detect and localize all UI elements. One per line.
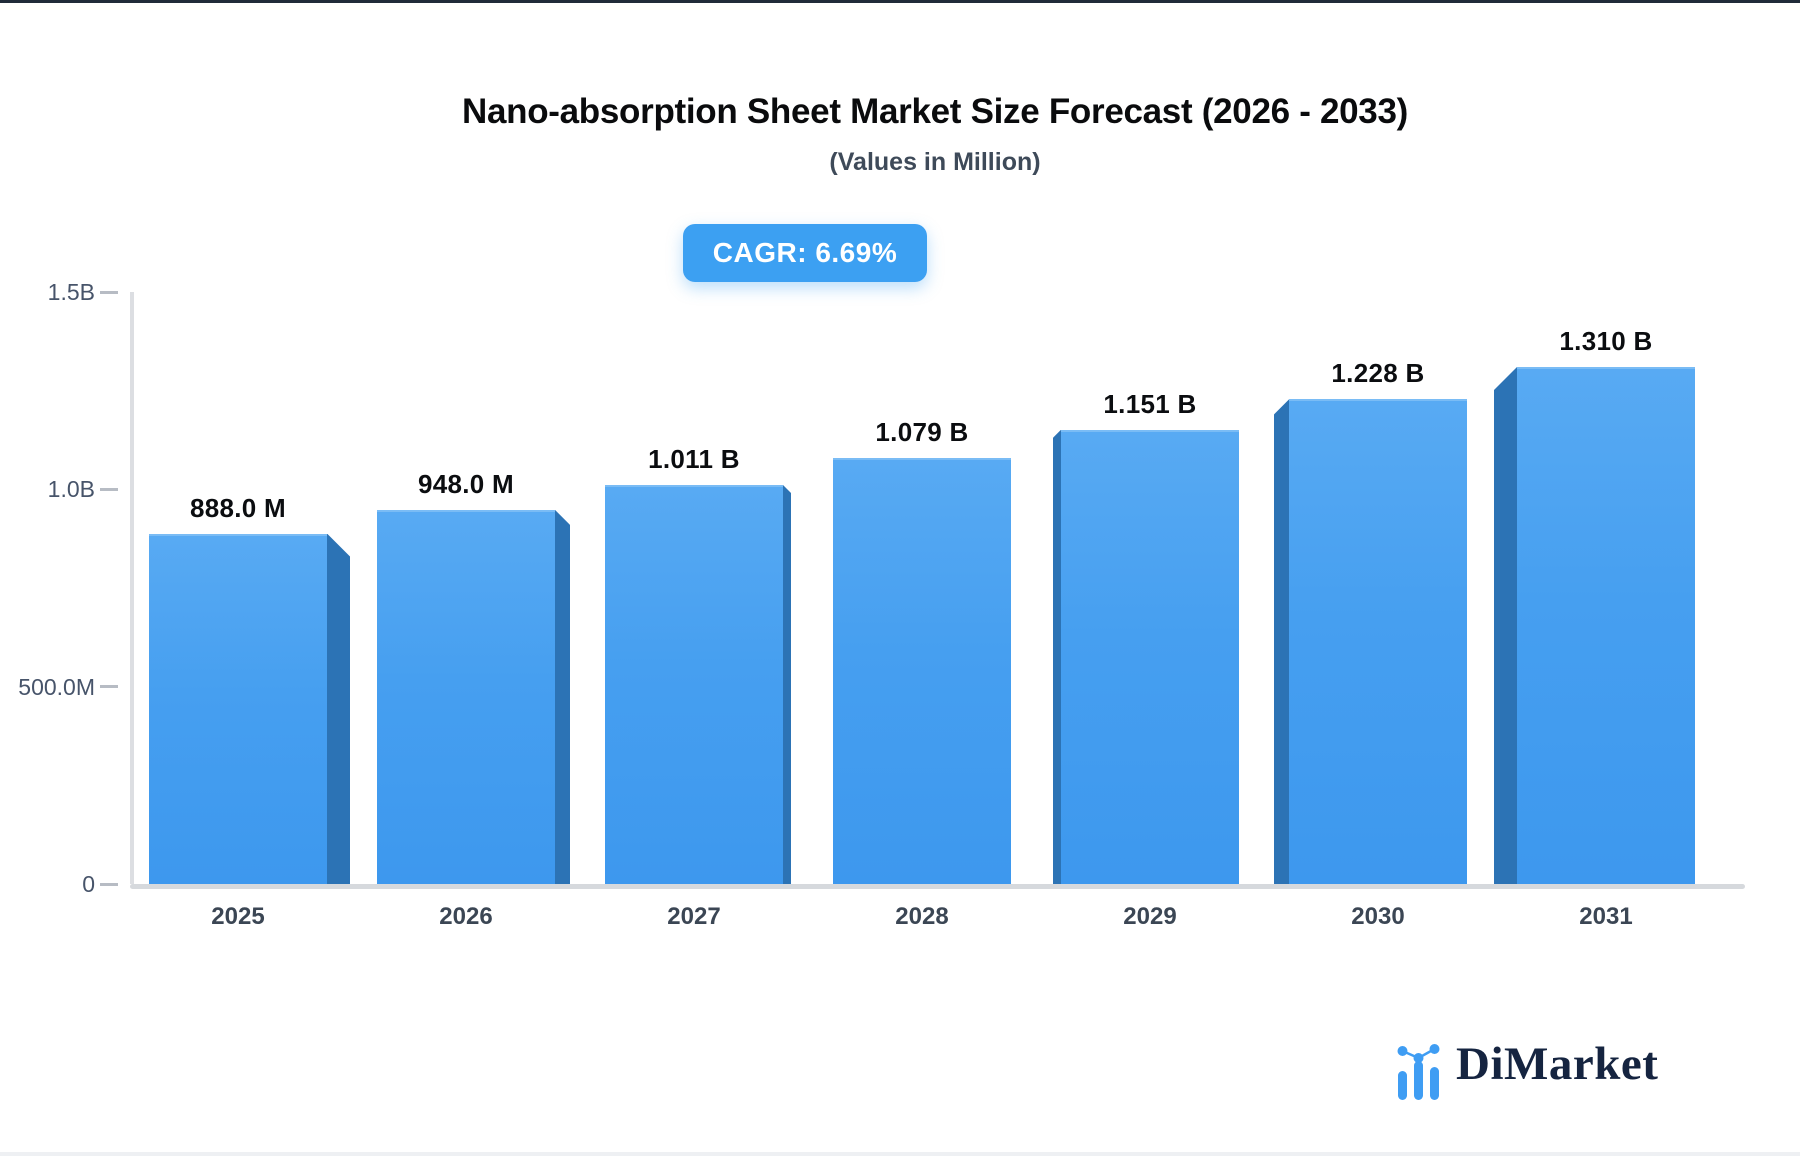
x-axis-label-2031: 2031 [1579,903,1633,930]
x-axis-label-2028: 2028 [895,903,949,930]
top-edge-line [0,0,1800,3]
brand-logo-text: DiMarket [1456,1038,1659,1090]
bar-2029 [1061,429,1239,884]
bar-2025 [149,533,327,884]
y-axis-label: 1.0B [47,476,95,503]
x-axis-label-2025: 2025 [211,903,265,930]
bar-2028 [833,458,1011,884]
bar-2027 [605,484,783,884]
brand-logo: DiMarket [1396,1036,1658,1100]
value-label-2028: 1.079 B [875,417,969,448]
bar-side-2027 [783,484,791,884]
value-label-2027: 1.011 B [648,443,740,474]
value-label-2025: 888.0 M [189,492,287,523]
value-label-2030: 1.228 B [1331,358,1425,389]
bar-2031 [1517,366,1695,884]
cagr-badge: CAGR: 6.69% [683,224,927,282]
y-axis-label: 500.0M [18,673,95,700]
bar-2026 [377,509,555,884]
value-label-2029: 1.151 B [1103,388,1197,419]
bottom-edge-strip [0,1152,1800,1156]
bar-line-chart-icon [1397,1044,1440,1100]
y-axis-tick [100,685,118,689]
bar-side-2031 [1494,366,1517,884]
y-axis-line [130,292,134,884]
y-axis-label: 1.5B [47,279,95,305]
x-axis-label-2029: 2029 [1123,903,1177,930]
y-axis-tick [100,290,118,294]
y-axis-tick [100,487,118,491]
cagr-badge-label: CAGR: 6.69% [712,237,898,268]
value-label-2031: 1.310 B [1559,325,1653,356]
y-axis-tick [100,882,118,886]
value-label-2026: 948.0 M [417,468,515,499]
x-axis-label-2026: 2026 [439,903,493,930]
bar-2030 [1289,399,1467,884]
chart-title: Nano-absorption Sheet Market Size Foreca… [461,92,1408,131]
x-axis-label-2027: 2027 [667,903,721,930]
bar-side-2026 [555,509,570,884]
y-axis-label: 0 [82,871,95,897]
bar-side-2029 [1053,429,1061,884]
x-axis-label-2030: 2030 [1351,903,1405,930]
bar-side-2025 [327,533,350,884]
x-axis-line [130,884,1745,889]
chart-subtitle: (Values in Million) [829,148,1041,176]
bar-side-2030 [1274,399,1289,884]
